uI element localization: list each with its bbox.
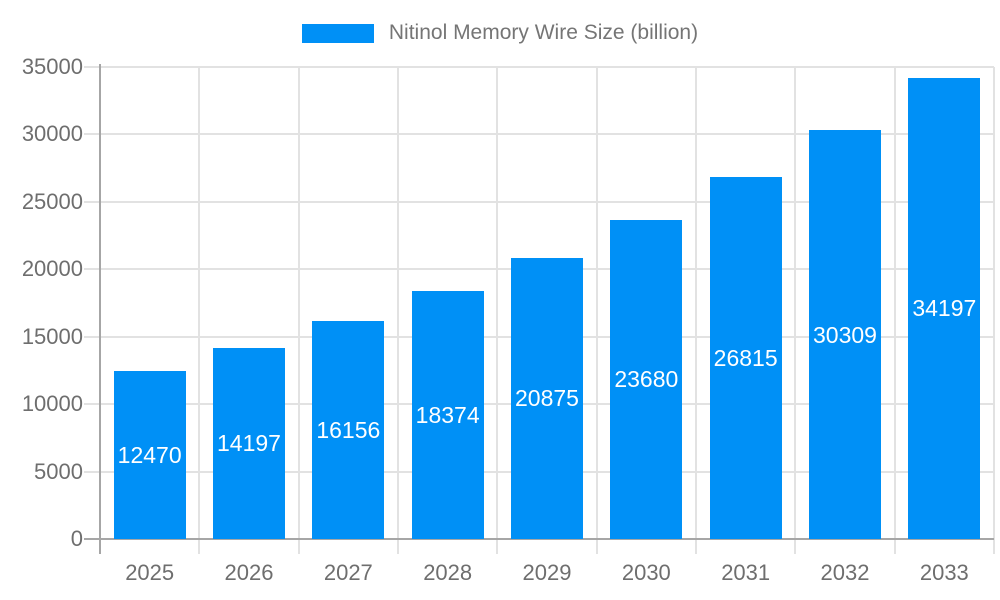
y-axis-tick-label: 20000	[21, 256, 83, 282]
x-axis-line	[84, 538, 994, 540]
bar-value-label: 14197	[217, 430, 281, 457]
legend-item[interactable]: Nitinol Memory Wire Size (billion)	[301, 21, 699, 44]
y-axis-tick-label: 10000	[21, 391, 83, 417]
x-axis-tick-label: 2031	[721, 560, 771, 585]
y-axis-tick-label: 5000	[34, 458, 83, 484]
legend: Nitinol Memory Wire Size (billion)	[0, 22, 1000, 44]
bar-value-label: 18374	[415, 402, 480, 429]
y-axis-tick-label: 35000	[21, 54, 83, 79]
bar-value-label: 30309	[813, 321, 877, 348]
y-axis-tick-label: 25000	[21, 188, 83, 214]
bar-value-label: 34197	[912, 295, 977, 322]
x-gridline	[595, 67, 598, 554]
bar-2027[interactable]	[312, 321, 385, 539]
y-axis-tick-label: 15000	[21, 323, 83, 349]
bar-2033[interactable]	[908, 77, 981, 539]
bar-value-label: 16156	[316, 417, 381, 444]
bar-2026[interactable]	[213, 347, 285, 539]
x-gridline	[297, 67, 300, 554]
bar-2028[interactable]	[411, 291, 484, 539]
x-gridline	[397, 67, 399, 554]
x-gridline	[496, 67, 499, 554]
y-gridline	[84, 200, 994, 203]
x-axis-tick-label: 2025	[125, 560, 175, 585]
x-axis-tick-label: 2028	[423, 560, 473, 585]
x-axis-tick-label: 2033	[919, 560, 969, 585]
x-gridline	[198, 67, 201, 554]
x-axis-tick-label: 2027	[323, 560, 373, 585]
bar-value-label: 26815	[713, 345, 778, 372]
bar-2025[interactable]	[113, 370, 186, 539]
x-axis-tick-label: 2032	[820, 560, 870, 585]
legend-color-swatch	[301, 23, 374, 43]
x-gridline	[893, 67, 896, 554]
bar-2032[interactable]	[809, 130, 881, 539]
y-axis-tick-label: 0	[70, 526, 83, 551]
legend-label: Nitinol Memory Wire Size (billion)	[388, 21, 699, 44]
y-axis-line	[99, 64, 101, 554]
x-axis-tick-label: 2030	[621, 560, 671, 585]
x-axis-tick-label: 2029	[522, 560, 572, 585]
bar-2030[interactable]	[610, 219, 683, 539]
x-gridline	[993, 67, 995, 554]
bar-value-label: 12470	[117, 441, 182, 468]
x-gridline	[794, 67, 797, 554]
x-gridline	[695, 67, 697, 554]
bar-2029[interactable]	[511, 257, 583, 539]
bar-value-label: 20875	[515, 385, 579, 412]
bar-value-label: 23680	[614, 366, 679, 393]
bar-2031[interactable]	[709, 177, 782, 539]
y-axis-tick-label: 30000	[21, 121, 83, 147]
plot-area: 0 5000 10000 15000 20000 25000 30000 35000 12470…	[22, 54, 995, 585]
y-gridline	[84, 133, 994, 136]
y-gridline	[84, 66, 994, 68]
x-axis-tick-label: 2026	[224, 560, 274, 585]
